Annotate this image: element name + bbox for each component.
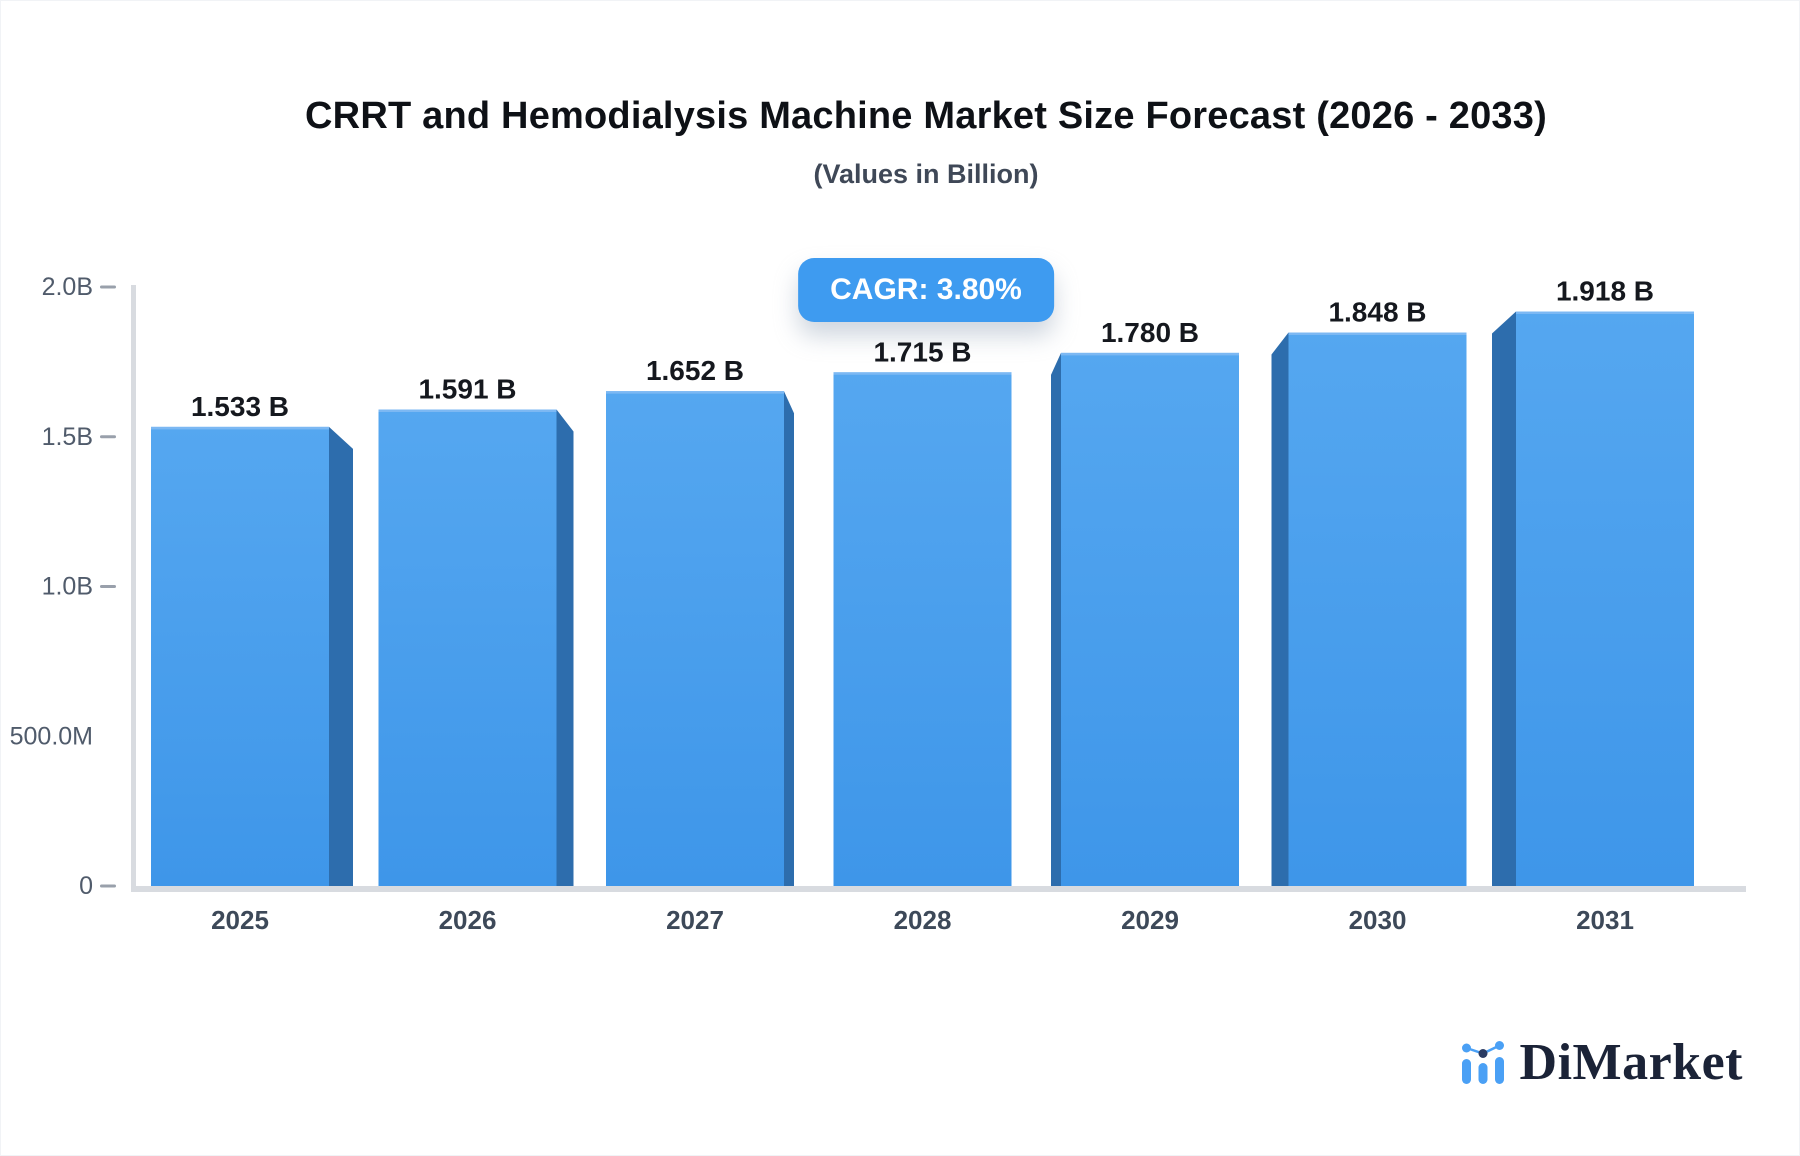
bar-side-face <box>556 409 574 887</box>
bar-front-face <box>833 372 1012 887</box>
bar-2029: 1.780 B 2029 <box>1051 317 1239 935</box>
bar-side-face <box>1271 332 1289 887</box>
y-axis-label: 1.0B <box>42 573 93 601</box>
dimarket-logo-icon <box>1461 1041 1504 1084</box>
y-axis-label: 0 <box>79 872 93 900</box>
bar-2028: 1.715 B 2028 <box>833 336 1012 935</box>
bar-value-label: 1.848 B <box>1328 297 1426 328</box>
x-axis-label: 2025 <box>211 905 269 935</box>
x-axis-line <box>131 886 1746 892</box>
y-axis-label: 500.0M <box>10 722 93 750</box>
bar-2031: 1.918 B 2031 <box>1492 276 1694 935</box>
x-axis-label: 2031 <box>1576 905 1634 935</box>
bar-2025: 1.533 B 2025 <box>151 391 353 935</box>
y-axis-tick-dash <box>100 884 116 888</box>
cagr-badge: CAGR: 3.80% <box>798 258 1054 322</box>
brand-name: DiMarket <box>1519 1034 1743 1091</box>
bar-front-face <box>1516 311 1694 888</box>
bar-value-label: 1.652 B <box>646 355 744 386</box>
y-axis-tick-dash <box>100 435 116 439</box>
cagr-badge-label: CAGR: 3.80% <box>830 273 1022 306</box>
bar-value-label: 1.591 B <box>418 373 516 404</box>
brand-logo: DiMarket <box>1459 1037 1743 1089</box>
x-axis-label: 2029 <box>1121 905 1179 935</box>
bar-value-label: 1.715 B <box>873 336 971 367</box>
bar-side-face <box>329 426 353 887</box>
bar-front-face <box>151 426 329 887</box>
bar-side-face <box>1492 311 1516 888</box>
y-axis-line <box>131 285 136 892</box>
x-axis-label: 2026 <box>439 905 497 935</box>
x-axis-label: 2027 <box>666 905 724 935</box>
y-axis-label: 1.5B <box>42 423 93 451</box>
bar-side-face <box>784 391 794 887</box>
y-axis-label: 2.0B <box>42 273 93 301</box>
bar-value-label: 1.918 B <box>1556 276 1654 307</box>
bar-value-label: 1.780 B <box>1101 317 1199 348</box>
bar-front-face <box>606 391 784 887</box>
bar-2027: 1.652 B 2027 <box>606 355 794 935</box>
x-axis-label: 2028 <box>894 905 952 935</box>
bar-2026: 1.591 B 2026 <box>378 373 574 935</box>
chart-title: CRRT and Hemodialysis Machine Market Siz… <box>305 95 1547 137</box>
bar-2030: 1.848 B 2030 <box>1271 297 1467 935</box>
x-axis-label: 2030 <box>1349 905 1407 935</box>
chart-subtitle: (Values in Billion) <box>813 159 1039 189</box>
bar-front-face <box>378 409 557 887</box>
y-axis-tick-dash <box>100 585 116 588</box>
y-axis-tick-dash <box>100 285 116 289</box>
bar-side-face <box>1051 352 1061 887</box>
bar-front-face <box>1288 332 1467 887</box>
bar-value-label: 1.533 B <box>191 391 289 422</box>
bar-front-face <box>1061 352 1239 887</box>
